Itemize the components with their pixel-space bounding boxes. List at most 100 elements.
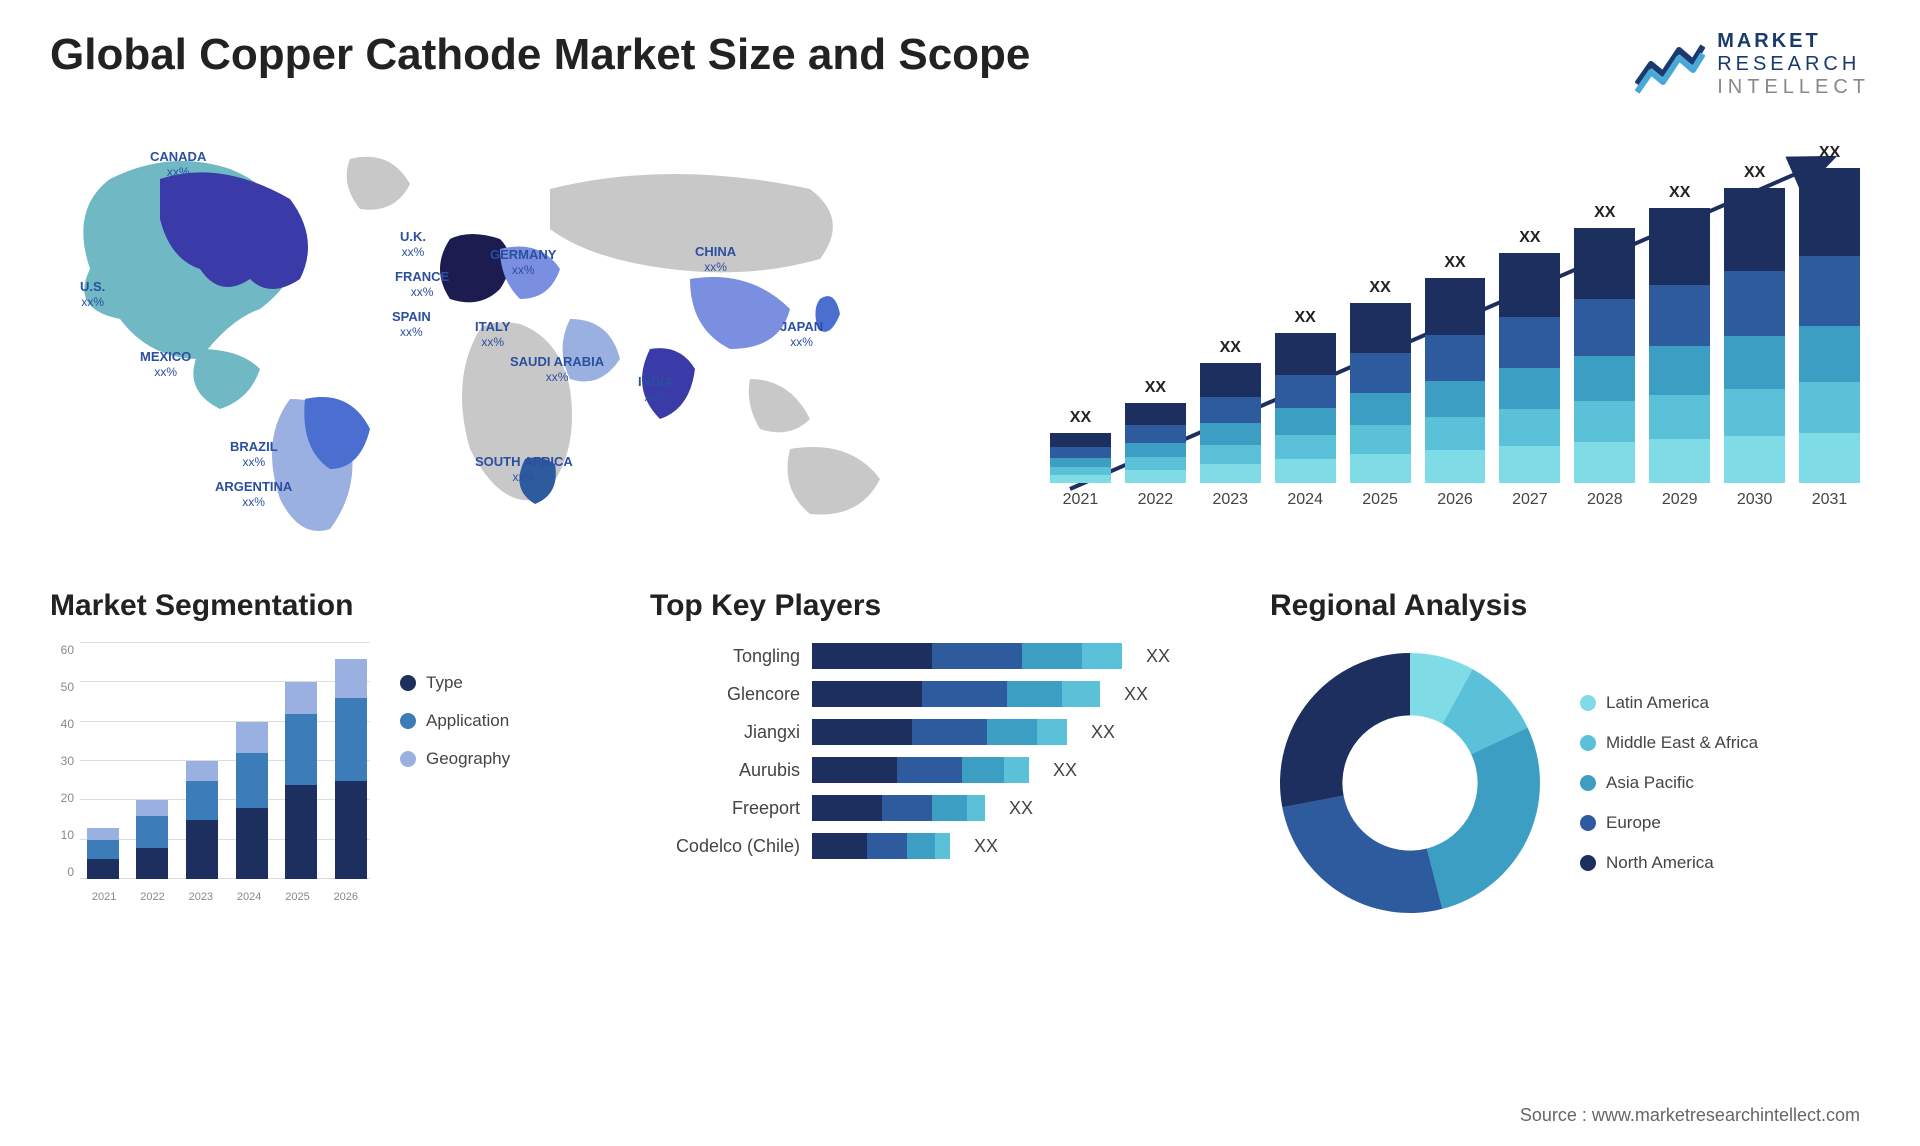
growth-bar-value: XX: [1819, 144, 1840, 162]
regional-legend-item: Middle East & Africa: [1580, 733, 1758, 753]
seg-bar: [335, 659, 367, 879]
growth-bar-value: XX: [1369, 279, 1390, 297]
keyplayers-title: Top Key Players: [650, 589, 1230, 623]
regional-legend-item: North America: [1580, 853, 1758, 873]
growth-bar-year: 2028: [1587, 491, 1623, 509]
keyplayer-row: GlencoreXX: [650, 681, 1230, 707]
keyplayer-value: XX: [974, 836, 998, 857]
keyplayer-value: XX: [1091, 722, 1115, 743]
regional-legend-item: Asia Pacific: [1580, 773, 1758, 793]
seg-bar: [186, 761, 218, 879]
growth-bar-year: 2029: [1662, 491, 1698, 509]
donut-slice: [1280, 653, 1410, 807]
keyplayer-row: Codelco (Chile) XX: [650, 833, 1230, 859]
map-label: CHINAxx%: [695, 244, 736, 274]
seg-legend-item: Geography: [400, 749, 510, 769]
growth-bar: XX 2025: [1350, 279, 1411, 509]
keyplayer-name: Jiangxi: [650, 722, 800, 743]
growth-bar-year: 2026: [1437, 491, 1473, 509]
keyplayer-name: Aurubis: [650, 760, 800, 781]
growth-bar-year: 2027: [1512, 491, 1548, 509]
seg-bar: [236, 722, 268, 879]
map-label: MEXICOxx%: [140, 349, 191, 379]
map-label: JAPANxx%: [780, 319, 823, 349]
map-label: GERMANYxx%: [490, 247, 556, 277]
growth-bar-year: 2025: [1362, 491, 1398, 509]
growth-bar: XX 2026: [1425, 254, 1486, 509]
growth-bar: XX 2031: [1799, 144, 1860, 509]
keyplayer-row: AurubisXX: [650, 757, 1230, 783]
growth-bar: XX 2027: [1499, 229, 1560, 509]
logo-icon: [1635, 36, 1705, 94]
growth-chart-panel: XX 2021 XX 2022 XX 2023 XX 2024 XX 2025 XX 2026 XX 20…: [1010, 129, 1870, 549]
growth-bar-year: 2021: [1063, 491, 1099, 509]
seg-bar: [136, 800, 168, 879]
keyplayer-name: Codelco (Chile): [650, 836, 800, 857]
logo-line3: INTELLECT: [1717, 76, 1870, 99]
growth-bar: XX 2023: [1200, 339, 1261, 509]
regional-legend-item: Latin America: [1580, 693, 1758, 713]
growth-bar-value: XX: [1669, 184, 1690, 202]
map-label: ARGENTINAxx%: [215, 479, 292, 509]
map-label: CANADAxx%: [150, 149, 206, 179]
seg-bar: [285, 682, 317, 879]
segmentation-panel: Market Segmentation 0102030405060 202120…: [50, 589, 610, 903]
logo-text: MARKET RESEARCH INTELLECT: [1717, 30, 1870, 99]
growth-bar-value: XX: [1220, 339, 1241, 357]
seg-legend-item: Type: [400, 673, 510, 693]
growth-bar-value: XX: [1145, 379, 1166, 397]
row-top: CANADAxx% U.S.xx% MEXICOxx% BRAZILxx% ARGENT…: [50, 129, 1870, 549]
keyplayer-row: Jiangxi XX: [650, 719, 1230, 745]
keyplayers-panel: Top Key Players TonglingXXGlencoreXXJian…: [650, 589, 1230, 871]
growth-bars: XX 2021 XX 2022 XX 2023 XX 2024 XX 2025 XX 2026 XX 20…: [1050, 169, 1860, 509]
growth-bar: XX 2021: [1050, 409, 1111, 509]
row-bottom: Market Segmentation 0102030405060 202120…: [50, 589, 1870, 923]
growth-bar-year: 2023: [1212, 491, 1248, 509]
growth-bar-value: XX: [1444, 254, 1465, 272]
donut-slice: [1427, 728, 1540, 909]
growth-bar-value: XX: [1519, 229, 1540, 247]
growth-bar: XX 2030: [1724, 164, 1785, 509]
header: Global Copper Cathode Market Size and Sc…: [50, 30, 1870, 99]
map-label: SAUDI ARABIAxx%: [510, 354, 604, 384]
keyplayer-value: XX: [1009, 798, 1033, 819]
map-label: FRANCExx%: [395, 269, 449, 299]
logo-line1: MARKET: [1717, 30, 1870, 53]
map-label: BRAZILxx%: [230, 439, 278, 469]
keyplayer-row: Freeport XX: [650, 795, 1230, 821]
growth-bar-value: XX: [1744, 164, 1765, 182]
growth-bar-year: 2031: [1812, 491, 1848, 509]
segmentation-chart: 0102030405060 202120222023202420252026: [50, 643, 370, 903]
map-label: U.S.xx%: [80, 279, 105, 309]
logo: MARKET RESEARCH INTELLECT: [1635, 30, 1870, 99]
keyplayer-name: Glencore: [650, 684, 800, 705]
map-label: INDIAxx%: [638, 374, 673, 404]
donut-slice: [1282, 796, 1442, 913]
growth-bar-value: XX: [1594, 204, 1615, 222]
regional-panel: Regional Analysis Latin America Middle Ea…: [1270, 589, 1870, 923]
growth-bar: XX 2024: [1275, 309, 1336, 509]
growth-bar-year: 2022: [1138, 491, 1174, 509]
growth-bar-value: XX: [1295, 309, 1316, 327]
world-map-panel: CANADAxx% U.S.xx% MEXICOxx% BRAZILxx% ARGENT…: [50, 129, 970, 549]
regional-legend: Latin America Middle East & Africa Asia Pa…: [1580, 693, 1758, 873]
regional-title: Regional Analysis: [1270, 589, 1870, 623]
source-text: Source : www.marketresearchintellect.com: [1520, 1105, 1860, 1126]
growth-bar-value: XX: [1070, 409, 1091, 427]
keyplayer-name: Tongling: [650, 646, 800, 667]
map-label: SOUTH AFRICAxx%: [475, 454, 573, 484]
growth-bar-year: 2024: [1287, 491, 1323, 509]
growth-bar: XX 2028: [1574, 204, 1635, 509]
seg-bar: [87, 828, 119, 879]
map-label: ITALYxx%: [475, 319, 510, 349]
seg-legend-item: Application: [400, 711, 510, 731]
segmentation-legend: Type Application Geography: [400, 643, 510, 769]
page-title: Global Copper Cathode Market Size and Sc…: [50, 30, 1030, 80]
growth-bar-year: 2030: [1737, 491, 1773, 509]
growth-bar: XX 2022: [1125, 379, 1186, 509]
keyplayer-value: XX: [1146, 646, 1170, 667]
map-label: SPAINxx%: [392, 309, 431, 339]
keyplayer-name: Freeport: [650, 798, 800, 819]
keyplayers-rows: TonglingXXGlencoreXXJiangxiXXAurubisXXFr…: [650, 643, 1230, 859]
keyplayer-row: Tongling XX: [650, 643, 1230, 669]
